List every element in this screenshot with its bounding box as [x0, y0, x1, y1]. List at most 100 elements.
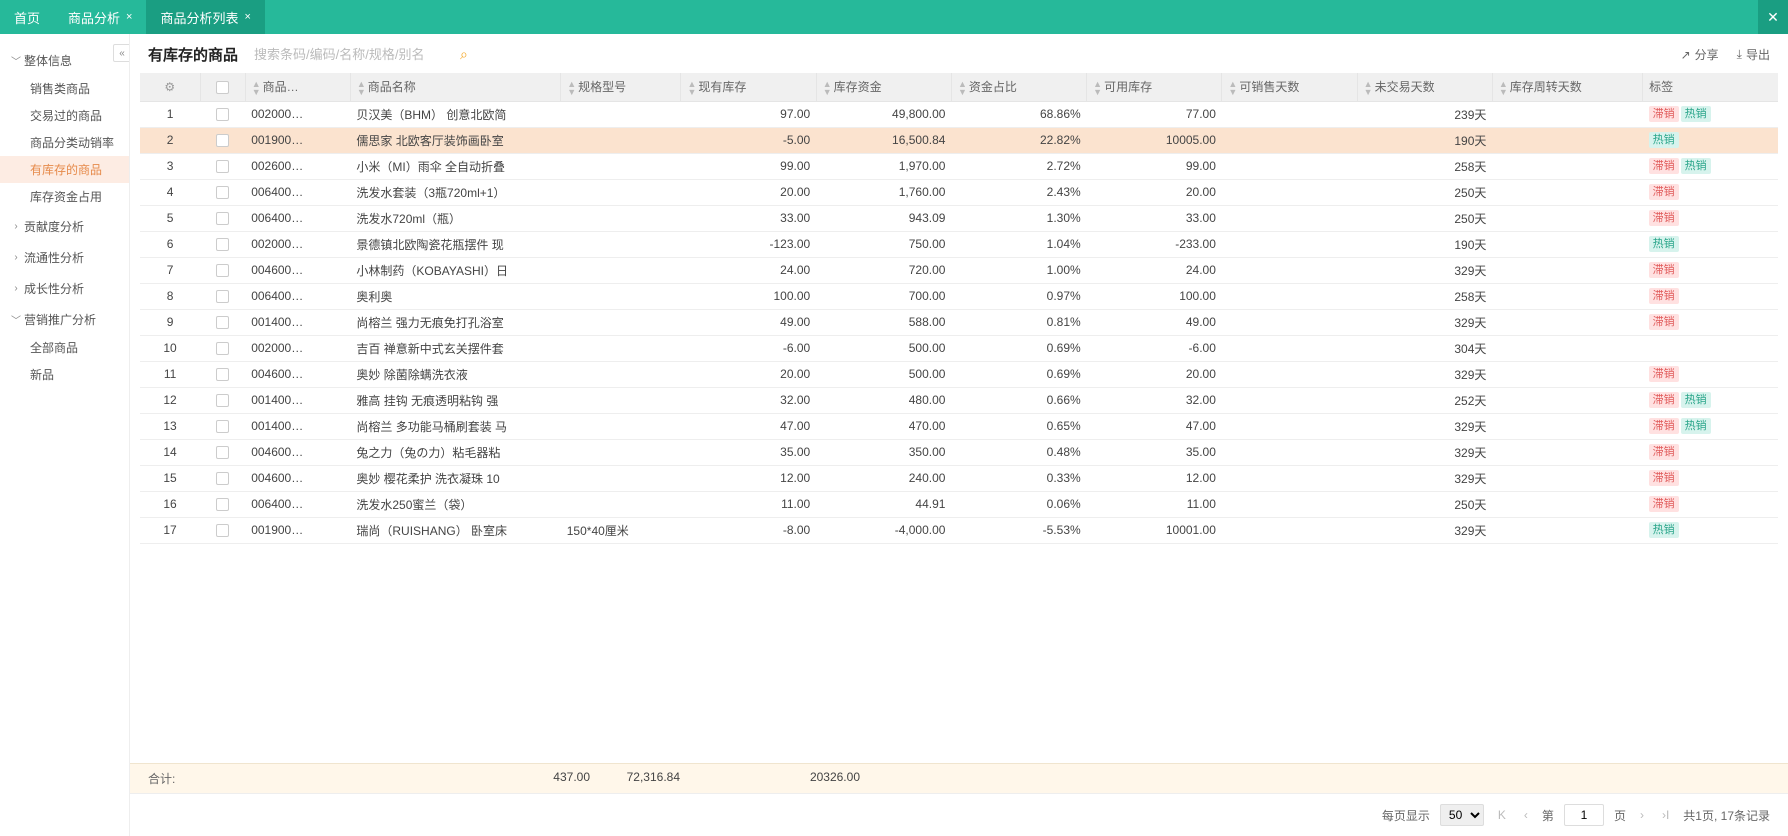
sort-icon: ▲▼ [252, 80, 261, 96]
close-icon[interactable]: × [244, 11, 250, 23]
pager-next-button[interactable]: › [1636, 808, 1648, 822]
tag-hot: 热销 [1649, 236, 1679, 252]
column-header[interactable]: ▲▼规格型号 [561, 73, 681, 101]
sidebar-collapse-button[interactable]: « [113, 44, 130, 62]
row-checkbox[interactable] [216, 238, 229, 251]
row-checkbox[interactable] [216, 186, 229, 199]
tag-slow: 滞销 [1649, 262, 1679, 278]
page-title: 有库存的商品 [148, 44, 238, 65]
table-row[interactable]: 5006400…洗发水720ml（瓶）33.00943.091.30%33.00… [140, 205, 1778, 231]
table-row[interactable]: 3002600…小米（MI）雨伞 全自动折叠99.001,970.002.72%… [140, 153, 1778, 179]
table-row[interactable]: 2001900…儒思家 北欧客厅装饰画卧室-5.0016,500.8422.82… [140, 127, 1778, 153]
row-checkbox[interactable] [216, 212, 229, 225]
row-checkbox[interactable] [216, 316, 229, 329]
sidebar-item[interactable]: 商品分类动销率 [0, 129, 129, 156]
sidebar-group[interactable]: ›贡献度分析 [0, 212, 129, 241]
tabs-bar: 首页商品分析×商品分析列表× ✕ [0, 0, 1788, 34]
pager-last-button[interactable]: ›I [1658, 808, 1673, 822]
pager-page-input[interactable] [1564, 804, 1604, 826]
search-icon[interactable]: ⌕ [460, 46, 468, 63]
per-page-label: 每页显示 [1382, 807, 1430, 824]
table-row[interactable]: 16006400…洗发水250蜜兰（袋）11.0044.910.06%11.00… [140, 491, 1778, 517]
sidebar-item[interactable]: 有库存的商品 [0, 156, 129, 183]
row-checkbox[interactable] [216, 498, 229, 511]
pager-first-button[interactable]: K [1494, 808, 1510, 822]
row-checkbox[interactable] [216, 160, 229, 173]
share-button[interactable]: ↗ 分享 [1681, 46, 1719, 63]
table-row[interactable]: 15004600…奥妙 樱花柔护 洗衣凝珠 1012.00240.000.33%… [140, 465, 1778, 491]
column-header[interactable]: ▲▼库存周转天数 [1492, 73, 1642, 101]
row-checkbox[interactable] [216, 394, 229, 407]
sidebar-item[interactable]: 新品 [0, 361, 129, 388]
table-row[interactable]: 9001400…尚榕兰 强力无痕免打孔浴室49.00588.000.81%49.… [140, 309, 1778, 335]
row-checkbox[interactable] [216, 264, 229, 277]
tag-slow: 滞销 [1649, 288, 1679, 304]
sidebar-group[interactable]: ﹀营销推广分析 [0, 305, 129, 334]
per-page-select[interactable]: 50 [1440, 804, 1484, 826]
sidebar-item[interactable]: 库存资金占用 [0, 183, 129, 210]
row-checkbox[interactable] [216, 290, 229, 303]
sort-icon: ▲▼ [1093, 80, 1102, 96]
chevron-down-icon: ﹀ [10, 53, 22, 68]
column-header[interactable]: ▲▼商品名称 [350, 73, 560, 101]
tag-slow: 滞销 [1649, 210, 1679, 226]
gear-icon[interactable]: ⚙ [164, 80, 175, 94]
search-input[interactable] [254, 47, 454, 62]
table-row[interactable]: 7004600…小林制药（KOBAYASHI）日24.00720.001.00%… [140, 257, 1778, 283]
select-all-checkbox[interactable] [216, 81, 229, 94]
column-header[interactable]: ▲▼商品… [245, 73, 350, 101]
products-table: ⚙ ▲▼商品…▲▼商品名称▲▼规格型号▲▼现有库存▲▼库存资金▲▼资金占比▲▼可用… [140, 73, 1778, 544]
tab[interactable]: 首页 [0, 0, 54, 34]
sidebar-group[interactable]: ›流通性分析 [0, 243, 129, 272]
row-checkbox[interactable] [216, 134, 229, 147]
tab[interactable]: 商品分析列表× [146, 0, 264, 34]
sidebar-group[interactable]: ﹀整体信息 [0, 46, 129, 75]
column-header[interactable]: ▲▼现有库存 [681, 73, 816, 101]
table-row[interactable]: 12001400…雅高 挂钩 无痕透明粘钩 强32.00480.000.66%3… [140, 387, 1778, 413]
export-button[interactable]: ⤓ 导出 [1737, 46, 1770, 63]
tag-slow: 滞销 [1649, 158, 1679, 174]
close-icon[interactable]: × [126, 11, 132, 23]
pager-info: 共1页, 17条记录 [1683, 807, 1770, 824]
sort-icon: ▲▼ [823, 80, 832, 96]
column-header: 标签 [1643, 73, 1778, 101]
column-header[interactable]: ▲▼可用库存 [1087, 73, 1222, 101]
column-header [200, 73, 245, 101]
table-row[interactable]: 4006400…洗发水套装（3瓶720ml+1）20.001,760.002.4… [140, 179, 1778, 205]
row-checkbox[interactable] [216, 342, 229, 355]
pager-prev-button[interactable]: ‹ [1520, 808, 1532, 822]
tag-slow: 滞销 [1649, 496, 1679, 512]
sidebar: « ﹀整体信息销售类商品交易过的商品商品分类动销率有库存的商品库存资金占用›贡献… [0, 34, 130, 836]
table-row[interactable]: 11004600…奥妙 除菌除螨洗衣液20.00500.000.69%20.00… [140, 361, 1778, 387]
table-row[interactable]: 17001900…瑞尚（RUISHANG） 卧室床150*40厘米-8.00-4… [140, 517, 1778, 543]
sidebar-item[interactable]: 全部商品 [0, 334, 129, 361]
column-header[interactable]: ▲▼可销售天数 [1222, 73, 1357, 101]
close-all-tabs-button[interactable]: ✕ [1758, 0, 1788, 34]
sort-icon: ▲▼ [1364, 80, 1373, 96]
column-header[interactable]: ▲▼未交易天数 [1357, 73, 1492, 101]
column-header[interactable]: ▲▼库存资金 [816, 73, 951, 101]
table-row[interactable]: 13001400…尚榕兰 多功能马桶刷套装 马47.00470.000.65%4… [140, 413, 1778, 439]
table-row[interactable]: 1002000…贝汉美（BHM） 创意北欧简97.0049,800.0068.8… [140, 101, 1778, 127]
column-header[interactable]: ▲▼资金占比 [951, 73, 1086, 101]
table-row[interactable]: 14004600…兔之力（兔の力）粘毛器粘35.00350.000.48%35.… [140, 439, 1778, 465]
row-checkbox[interactable] [216, 446, 229, 459]
tag-hot: 热销 [1681, 158, 1711, 174]
sidebar-item[interactable]: 销售类商品 [0, 75, 129, 102]
table-row[interactable]: 10002000…吉百 禅意新中式玄关摆件套-6.00500.000.69%-6… [140, 335, 1778, 361]
table-row[interactable]: 6002000…景德镇北欧陶瓷花瓶摆件 现-123.00750.001.04%-… [140, 231, 1778, 257]
row-checkbox[interactable] [216, 420, 229, 433]
tag-slow: 滞销 [1649, 392, 1679, 408]
tag-hot: 热销 [1681, 418, 1711, 434]
row-checkbox[interactable] [216, 472, 229, 485]
tag-slow: 滞销 [1649, 418, 1679, 434]
row-checkbox[interactable] [216, 524, 229, 537]
tab[interactable]: 商品分析× [54, 0, 146, 34]
sidebar-group[interactable]: ›成长性分析 [0, 274, 129, 303]
sidebar-item[interactable]: 交易过的商品 [0, 102, 129, 129]
row-checkbox[interactable] [216, 368, 229, 381]
sort-icon: ▲▼ [687, 80, 696, 96]
row-checkbox[interactable] [216, 108, 229, 121]
table-row[interactable]: 8006400…奥利奥100.00700.000.97%100.00258天滞销 [140, 283, 1778, 309]
tag-slow: 滞销 [1649, 366, 1679, 382]
